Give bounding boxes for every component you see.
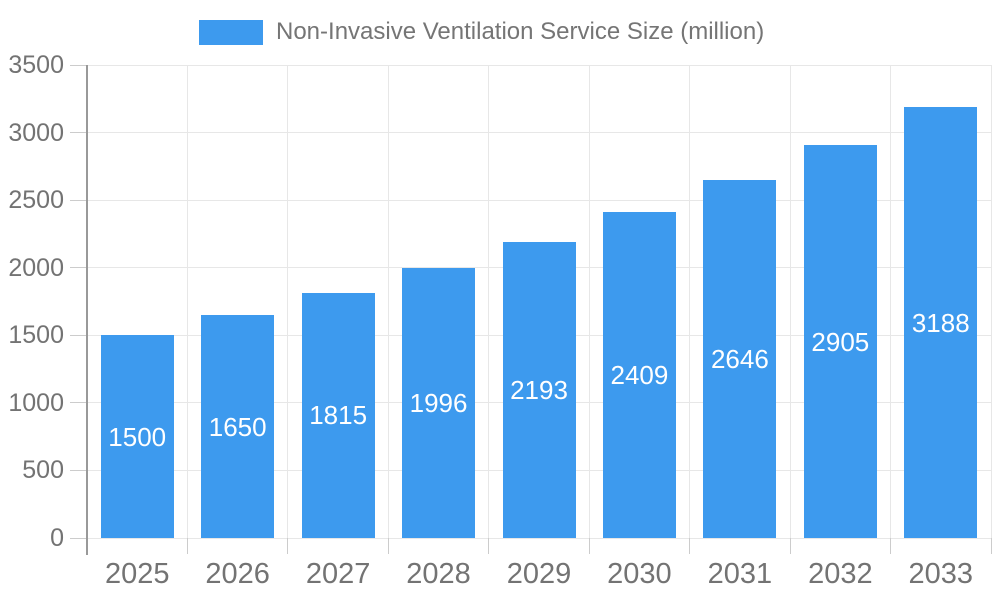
bar-value-label: 2905 xyxy=(811,326,870,357)
grid-line-horizontal xyxy=(87,537,991,539)
x-axis-tick xyxy=(789,538,791,554)
y-axis-tick xyxy=(70,537,87,539)
x-axis-tick xyxy=(287,538,289,554)
bar-value-label: 1500 xyxy=(108,421,167,452)
legend-label: Non-Invasive Ventilation Service Size (m… xyxy=(276,18,765,45)
x-axis-tick xyxy=(890,538,892,554)
grid-line-vertical xyxy=(990,65,992,538)
y-axis-tick-label: 1500 xyxy=(8,321,64,350)
y-axis-tick xyxy=(70,199,87,201)
grid-line-horizontal xyxy=(87,64,991,66)
grid-line-vertical xyxy=(789,65,791,538)
y-axis-tick xyxy=(70,132,87,134)
bar[interactable] xyxy=(803,145,877,538)
bar-value-label: 1650 xyxy=(208,411,267,442)
y-axis-line xyxy=(86,65,88,555)
bar[interactable] xyxy=(502,241,576,538)
grid-line-vertical xyxy=(689,65,691,538)
bar[interactable] xyxy=(201,315,275,538)
bar-value-label: 2646 xyxy=(710,344,769,375)
legend-item[interactable]: Non-Invasive Ventilation Service Size (m… xyxy=(199,18,764,46)
x-axis-tick-label: 2029 xyxy=(506,558,572,590)
bar-value-label: 3188 xyxy=(911,307,970,338)
x-axis-tick-label: 2028 xyxy=(406,558,471,590)
grid-line-vertical xyxy=(588,65,590,538)
grid-line-vertical xyxy=(387,65,389,538)
x-axis-tick-label: 2031 xyxy=(707,558,773,590)
bar[interactable] xyxy=(703,180,777,538)
legend-swatch-icon xyxy=(199,19,263,45)
y-axis-tick-label: 3000 xyxy=(8,118,64,147)
bar[interactable] xyxy=(904,107,978,538)
bar-value-label: 1996 xyxy=(409,388,468,419)
x-axis-tick-label: 2033 xyxy=(908,558,974,590)
bar[interactable] xyxy=(100,335,174,538)
y-axis-tick-label: 500 xyxy=(22,456,64,485)
y-axis-tick-label: 0 xyxy=(50,524,64,552)
y-axis-tick xyxy=(70,402,87,404)
x-axis-tick xyxy=(488,538,490,554)
y-axis-tick xyxy=(70,334,87,336)
x-axis-tick xyxy=(990,538,992,554)
y-axis-tick-label: 1000 xyxy=(8,388,64,417)
bar[interactable] xyxy=(602,212,676,538)
y-axis-tick xyxy=(70,267,87,269)
x-axis-tick xyxy=(387,538,389,554)
grid-line-horizontal xyxy=(87,199,991,201)
grid-line-vertical xyxy=(890,65,892,538)
x-axis-tick xyxy=(689,538,691,554)
bar-value-label: 2409 xyxy=(610,360,669,391)
x-axis-tick xyxy=(186,538,188,554)
x-axis-tick-label: 2025 xyxy=(104,558,170,590)
bar[interactable] xyxy=(301,292,375,538)
x-axis-tick-label: 2026 xyxy=(205,558,270,590)
x-axis-tick-label: 2030 xyxy=(607,558,672,590)
grid-line-horizontal xyxy=(87,132,991,134)
grid-line-vertical xyxy=(287,65,289,538)
x-axis-tick-label: 2027 xyxy=(305,558,371,590)
y-axis-tick-label: 2000 xyxy=(8,253,64,282)
bar-value-label: 2193 xyxy=(510,374,568,405)
y-axis-tick xyxy=(70,469,87,471)
x-axis-tick-label: 2032 xyxy=(808,558,873,590)
bar-value-label: 1815 xyxy=(309,400,368,431)
bar[interactable] xyxy=(402,268,476,538)
y-axis-tick-label: 2500 xyxy=(8,186,64,215)
x-axis-tick xyxy=(588,538,590,554)
grid-line-vertical xyxy=(488,65,490,538)
y-axis-tick-label: 3500 xyxy=(8,51,64,79)
y-axis-tick xyxy=(70,64,87,66)
grid-line-vertical xyxy=(186,65,188,538)
